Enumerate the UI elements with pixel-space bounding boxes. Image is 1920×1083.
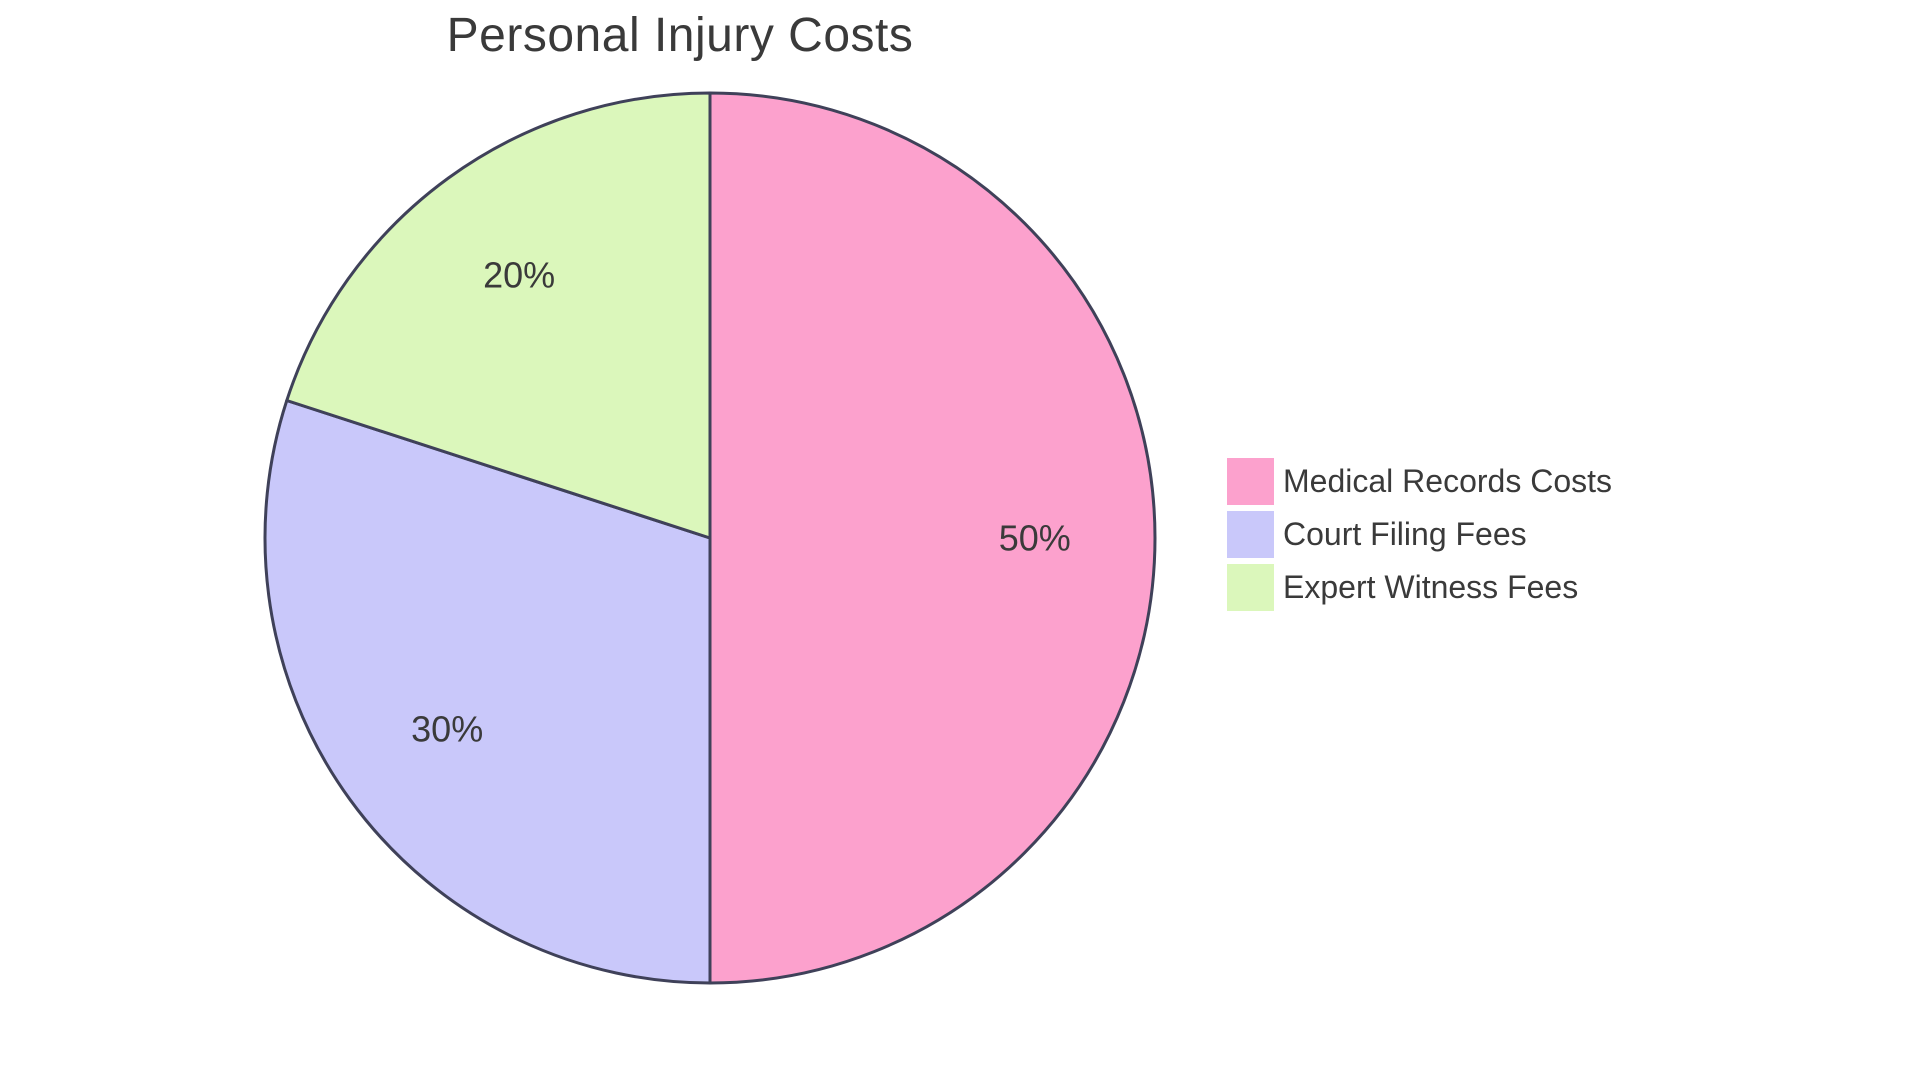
pie-slice-0 bbox=[708, 91, 1157, 985]
pie-slice-1 bbox=[263, 398, 712, 985]
legend-item-expert-witness: Expert Witness Fees bbox=[1227, 564, 1612, 611]
legend-item-medical-records: Medical Records Costs bbox=[1227, 458, 1612, 505]
pie-slice-2 bbox=[285, 91, 712, 540]
legend-swatch-expert-witness bbox=[1227, 564, 1274, 611]
chart-title: Personal Injury Costs bbox=[446, 9, 914, 62]
legend-label-expert-witness: Expert Witness Fees bbox=[1283, 569, 1579, 605]
pie-slice-percent-label-1: 30% bbox=[411, 708, 483, 749]
legend-swatch-medical-records bbox=[1227, 458, 1274, 505]
legend-label-medical-records: Medical Records Costs bbox=[1283, 463, 1612, 499]
legend-label-court-filing: Court Filing Fees bbox=[1283, 516, 1527, 552]
legend-swatch-court-filing bbox=[1227, 511, 1274, 558]
pie-slice-percent-label-0: 50% bbox=[999, 518, 1071, 559]
legend-item-court-filing: Court Filing Fees bbox=[1227, 511, 1612, 558]
pie-slice-percent-label-2: 20% bbox=[483, 255, 555, 296]
legend: Medical Records Costs Court Filing Fees … bbox=[1227, 458, 1612, 611]
